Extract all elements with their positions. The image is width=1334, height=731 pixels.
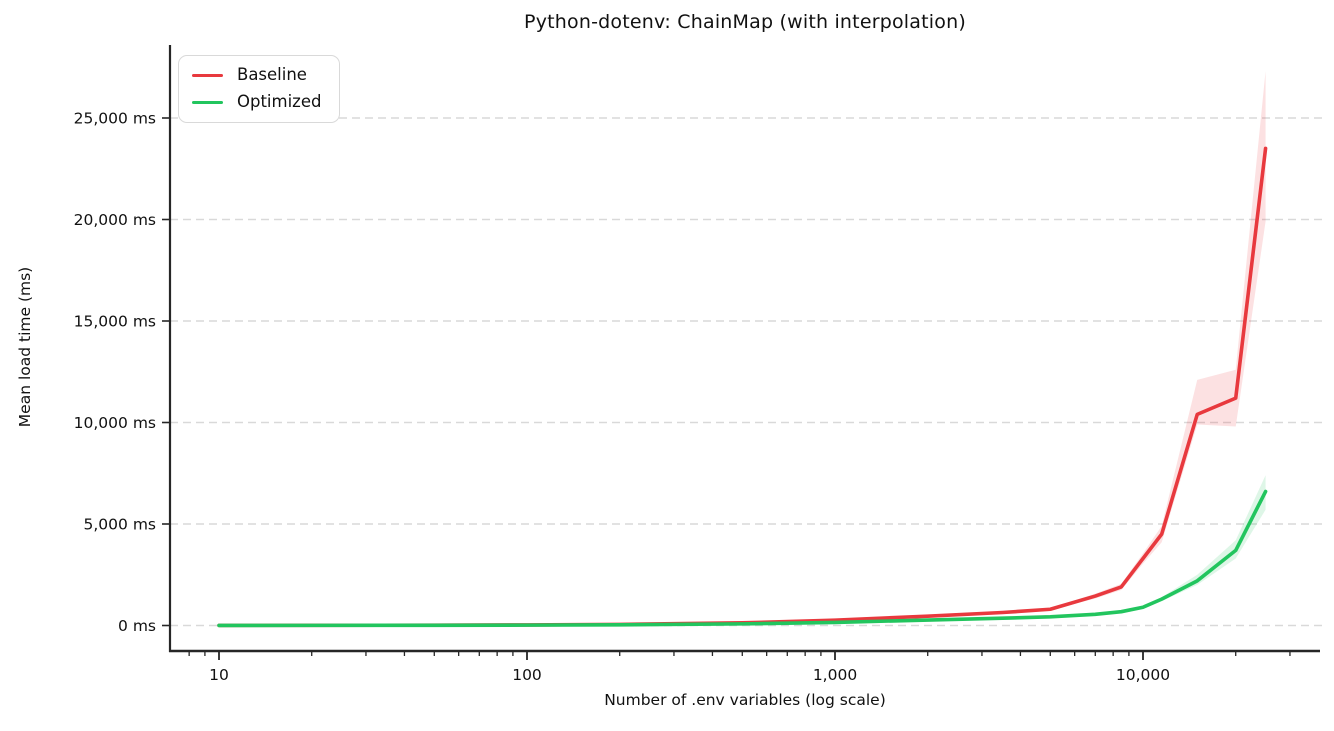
optimized-line-swatch [192, 100, 223, 105]
baseline-confidence-band [219, 71, 1266, 626]
x-axis-label: Number of .env variables (log scale) [604, 691, 886, 709]
legend-label-optimized: Optimized [237, 91, 322, 111]
y-tick-label: 15,000 ms [74, 313, 156, 331]
x-tick-label: 1,000 [813, 666, 857, 684]
chart-title: Python-dotenv: ChainMap (with interpolat… [524, 11, 966, 33]
legend-item-baseline: Baseline [192, 65, 321, 85]
y-tick-label: 20,000 ms [74, 211, 156, 229]
legend-label-baseline: Baseline [237, 65, 307, 84]
x-tick-label: 100 [512, 666, 542, 684]
x-tick-label: 10,000 [1116, 666, 1170, 684]
x-tick-label: 10 [209, 666, 229, 684]
legend: Baseline Optimized [178, 55, 341, 123]
baseline-line-swatch [192, 73, 223, 78]
optimized-confidence-band [219, 475, 1266, 626]
y-tick-label: 10,000 ms [74, 414, 156, 432]
optimized-line [217, 489, 1268, 628]
y-tick-label: 0 ms [118, 617, 156, 635]
y-tick-label: 5,000 ms [84, 516, 156, 534]
y-axis-label: Mean load time (ms) [16, 266, 34, 428]
legend-item-optimized: Optimized [192, 91, 322, 112]
y-tick-label: 25,000 ms [74, 110, 156, 128]
